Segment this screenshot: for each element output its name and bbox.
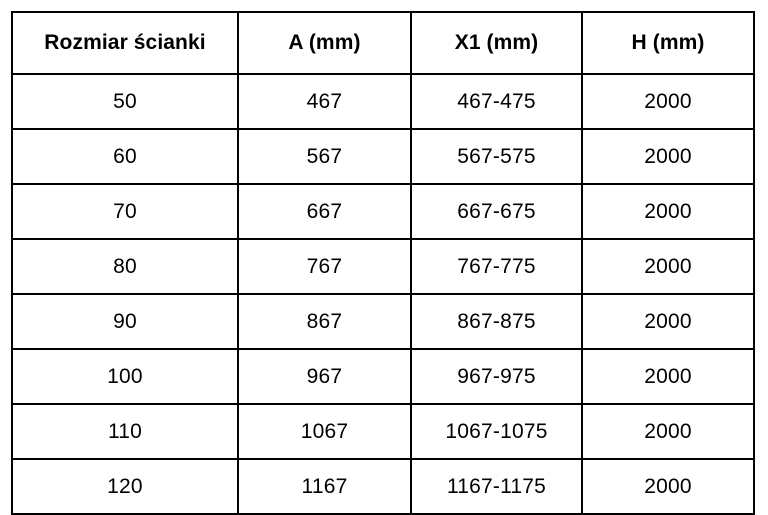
cell-x1: 667-675 [410, 183, 583, 240]
cell-h: 2000 [581, 238, 755, 295]
cell-size: 50 [11, 73, 239, 130]
wall-size-spec-table: Rozmiar ścianki A (mm) X1 (mm) H (mm) 50… [11, 11, 755, 515]
cell-x1: 1167-1175 [410, 458, 583, 515]
table-row: 50 467 467-475 2000 [11, 73, 755, 130]
column-header-x1-mm: X1 (mm) [410, 11, 583, 75]
cell-size: 80 [11, 238, 239, 295]
cell-x1: 967-975 [410, 348, 583, 405]
cell-x1: 467-475 [410, 73, 583, 130]
table-header: Rozmiar ścianki A (mm) X1 (mm) H (mm) [11, 11, 755, 75]
cell-x1: 767-775 [410, 238, 583, 295]
cell-h: 2000 [581, 128, 755, 185]
cell-h: 2000 [581, 293, 755, 350]
cell-size: 60 [11, 128, 239, 185]
table-row: 120 1167 1167-1175 2000 [11, 458, 755, 515]
cell-a: 1167 [237, 458, 412, 515]
table-row: 100 967 967-975 2000 [11, 348, 755, 405]
cell-a: 867 [237, 293, 412, 350]
cell-x1: 1067-1075 [410, 403, 583, 460]
column-header-h-mm: H (mm) [581, 11, 755, 75]
cell-a: 967 [237, 348, 412, 405]
cell-h: 2000 [581, 348, 755, 405]
cell-h: 2000 [581, 403, 755, 460]
column-header-rozmiar-scianki: Rozmiar ścianki [11, 11, 239, 75]
table-row: 110 1067 1067-1075 2000 [11, 403, 755, 460]
cell-h: 2000 [581, 458, 755, 515]
table-header-row: Rozmiar ścianki A (mm) X1 (mm) H (mm) [11, 11, 755, 75]
cell-h: 2000 [581, 183, 755, 240]
cell-size: 100 [11, 348, 239, 405]
table-body: 50 467 467-475 2000 60 567 567-575 2000 … [11, 73, 755, 515]
table-row: 90 867 867-875 2000 [11, 293, 755, 350]
cell-x1: 567-575 [410, 128, 583, 185]
cell-a: 767 [237, 238, 412, 295]
cell-size: 70 [11, 183, 239, 240]
cell-h: 2000 [581, 73, 755, 130]
table-row: 60 567 567-575 2000 [11, 128, 755, 185]
cell-a: 1067 [237, 403, 412, 460]
cell-size: 110 [11, 403, 239, 460]
cell-a: 667 [237, 183, 412, 240]
cell-size: 120 [11, 458, 239, 515]
table-row: 70 667 667-675 2000 [11, 183, 755, 240]
table-row: 80 767 767-775 2000 [11, 238, 755, 295]
cell-a: 467 [237, 73, 412, 130]
column-header-a-mm: A (mm) [237, 11, 412, 75]
cell-a: 567 [237, 128, 412, 185]
cell-size: 90 [11, 293, 239, 350]
cell-x1: 867-875 [410, 293, 583, 350]
